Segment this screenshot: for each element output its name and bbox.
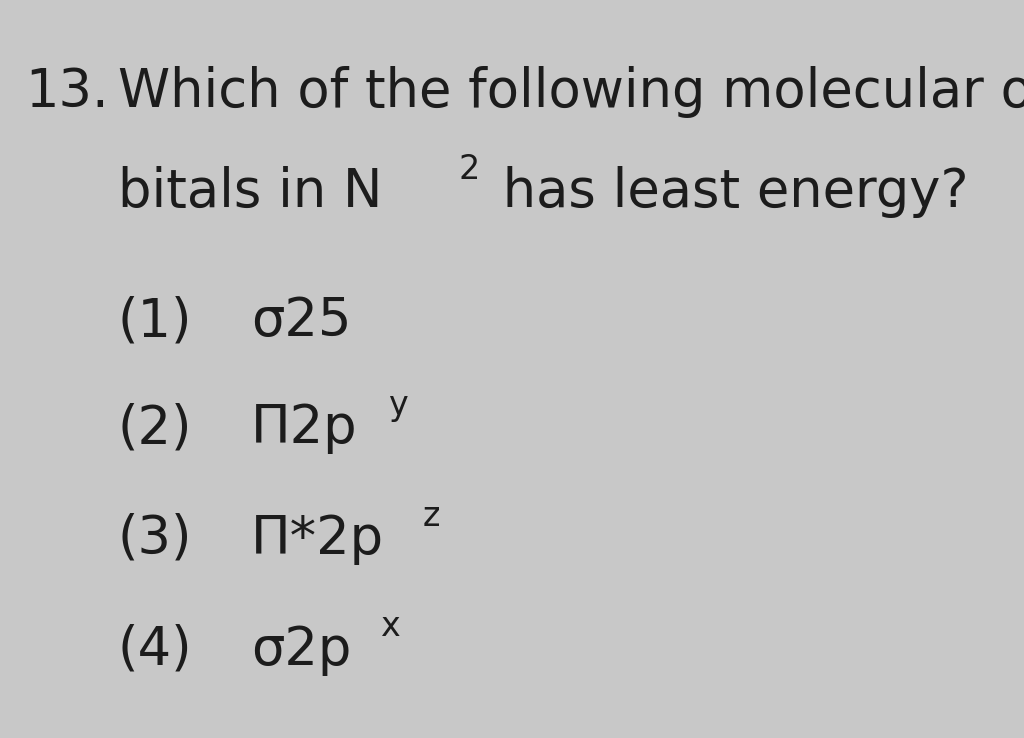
Text: σ25: σ25 — [251, 295, 351, 347]
Text: bitals in N: bitals in N — [118, 166, 382, 218]
Text: Π2p: Π2p — [251, 402, 357, 454]
Text: has least energy?: has least energy? — [486, 166, 969, 218]
Text: 13.: 13. — [26, 66, 110, 118]
Text: 2: 2 — [459, 153, 480, 186]
Text: (2): (2) — [118, 402, 193, 454]
Text: σ2p: σ2p — [251, 624, 351, 675]
Text: (4): (4) — [118, 624, 193, 675]
Text: Π*2p: Π*2p — [251, 513, 384, 565]
Text: y: y — [388, 389, 409, 422]
Text: (1): (1) — [118, 295, 193, 347]
Text: Which of the following molecular or-: Which of the following molecular or- — [118, 66, 1024, 118]
Text: (3): (3) — [118, 513, 193, 565]
Text: x: x — [380, 610, 400, 644]
Text: z: z — [423, 500, 440, 533]
